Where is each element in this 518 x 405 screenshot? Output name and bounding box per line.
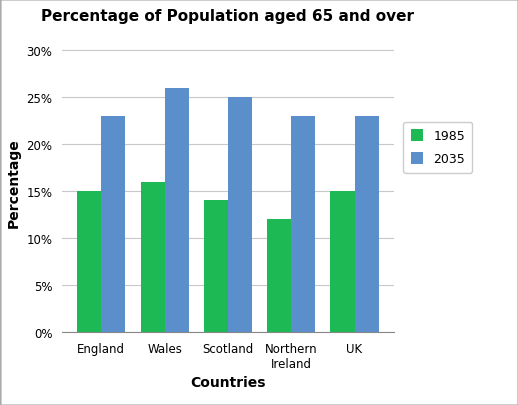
- Bar: [77, 192, 102, 332]
- Bar: [330, 192, 354, 332]
- Bar: [228, 98, 252, 332]
- Bar: [354, 117, 379, 332]
- X-axis label: Countries: Countries: [190, 375, 266, 389]
- Legend: 1985, 2035: 1985, 2035: [403, 123, 472, 173]
- Bar: [102, 117, 125, 332]
- Bar: [291, 117, 315, 332]
- Title: Percentage of Population aged 65 and over: Percentage of Population aged 65 and ove…: [41, 9, 414, 24]
- Bar: [204, 201, 228, 332]
- Bar: [267, 220, 291, 332]
- Y-axis label: Percentage: Percentage: [7, 137, 21, 227]
- Bar: [165, 89, 189, 332]
- Bar: [140, 182, 165, 332]
